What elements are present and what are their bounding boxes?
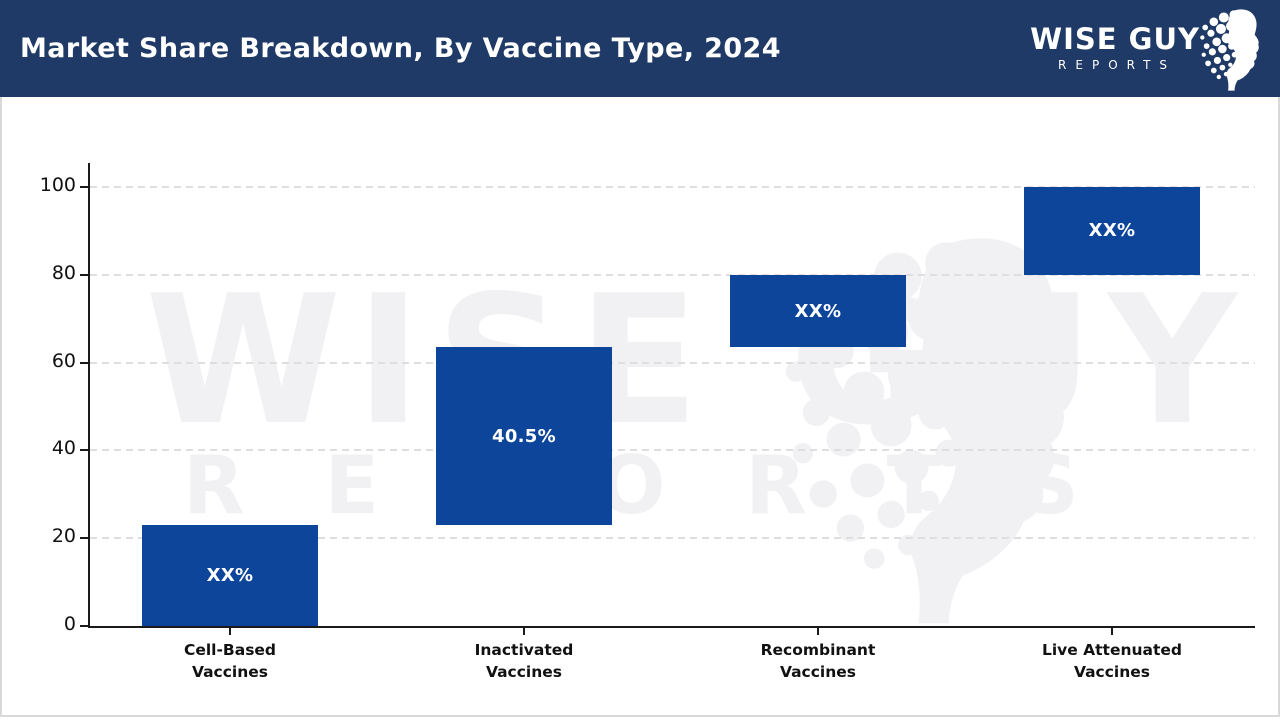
wise-guy-reports-logo: WISE GUY REPORTS <box>1030 6 1270 92</box>
bar-value-label-2: XX% <box>794 300 842 322</box>
x-tick-2 <box>817 628 819 635</box>
header-bar: Market Share Breakdown, By Vaccine Type,… <box>0 0 1280 97</box>
watermark-reports: R E P O R T S <box>183 439 1105 532</box>
gridline-20 <box>90 537 1255 540</box>
bar-segment-0: XX% <box>142 525 318 626</box>
gridline-100 <box>90 186 1255 188</box>
x-tick-1 <box>523 628 525 635</box>
x-category-label-2: Recombinant Vaccines <box>760 641 876 681</box>
y-tick-label-0: 0 <box>63 613 76 635</box>
y-tick-100 <box>80 186 88 188</box>
x-category-label-0: Cell-Based Vaccines <box>183 641 277 681</box>
x-tick-3 <box>1111 628 1113 635</box>
logo-text: WISE GUY REPORTS <box>1030 22 1200 73</box>
gridline-60 <box>90 361 1255 364</box>
y-tick-label-60: 60 <box>51 349 76 372</box>
gridline-80 <box>90 273 1255 276</box>
logo-subtitle: REPORTS <box>1058 58 1177 72</box>
y-tick-label-20: 20 <box>51 525 76 548</box>
y-tick-20 <box>80 537 88 540</box>
bar-value-label-3: XX% <box>1088 220 1136 242</box>
x-category-label-1: Inactivated Vaccines <box>474 641 574 681</box>
bar-segment-2: XX% <box>730 274 906 348</box>
bar-segment-3: XX% <box>1024 187 1200 275</box>
y-tick-label-80: 80 <box>51 261 76 284</box>
y-axis-line <box>88 163 90 628</box>
y-tick-label-100: 100 <box>39 174 76 196</box>
y-tick-label-40: 40 <box>51 437 76 460</box>
logo-head-icon <box>1200 8 1259 91</box>
logo-wordmark: WISE GUY <box>1030 22 1200 56</box>
page-title: Market Share Breakdown, By Vaccine Type,… <box>20 33 781 64</box>
bar-segment-1: 40.5% <box>436 347 612 526</box>
x-tick-0 <box>229 628 231 635</box>
bar-value-label-1: 40.5% <box>492 425 556 447</box>
x-category-label-3: Live Attenuated Vaccines <box>1041 641 1183 681</box>
bar-value-label-0: XX% <box>206 565 254 586</box>
y-tick-60 <box>80 361 88 364</box>
x-axis-line <box>88 626 1255 628</box>
y-tick-0 <box>80 625 88 627</box>
y-tick-80 <box>80 273 88 276</box>
y-tick-40 <box>80 449 88 452</box>
gridline-40 <box>90 449 1255 452</box>
